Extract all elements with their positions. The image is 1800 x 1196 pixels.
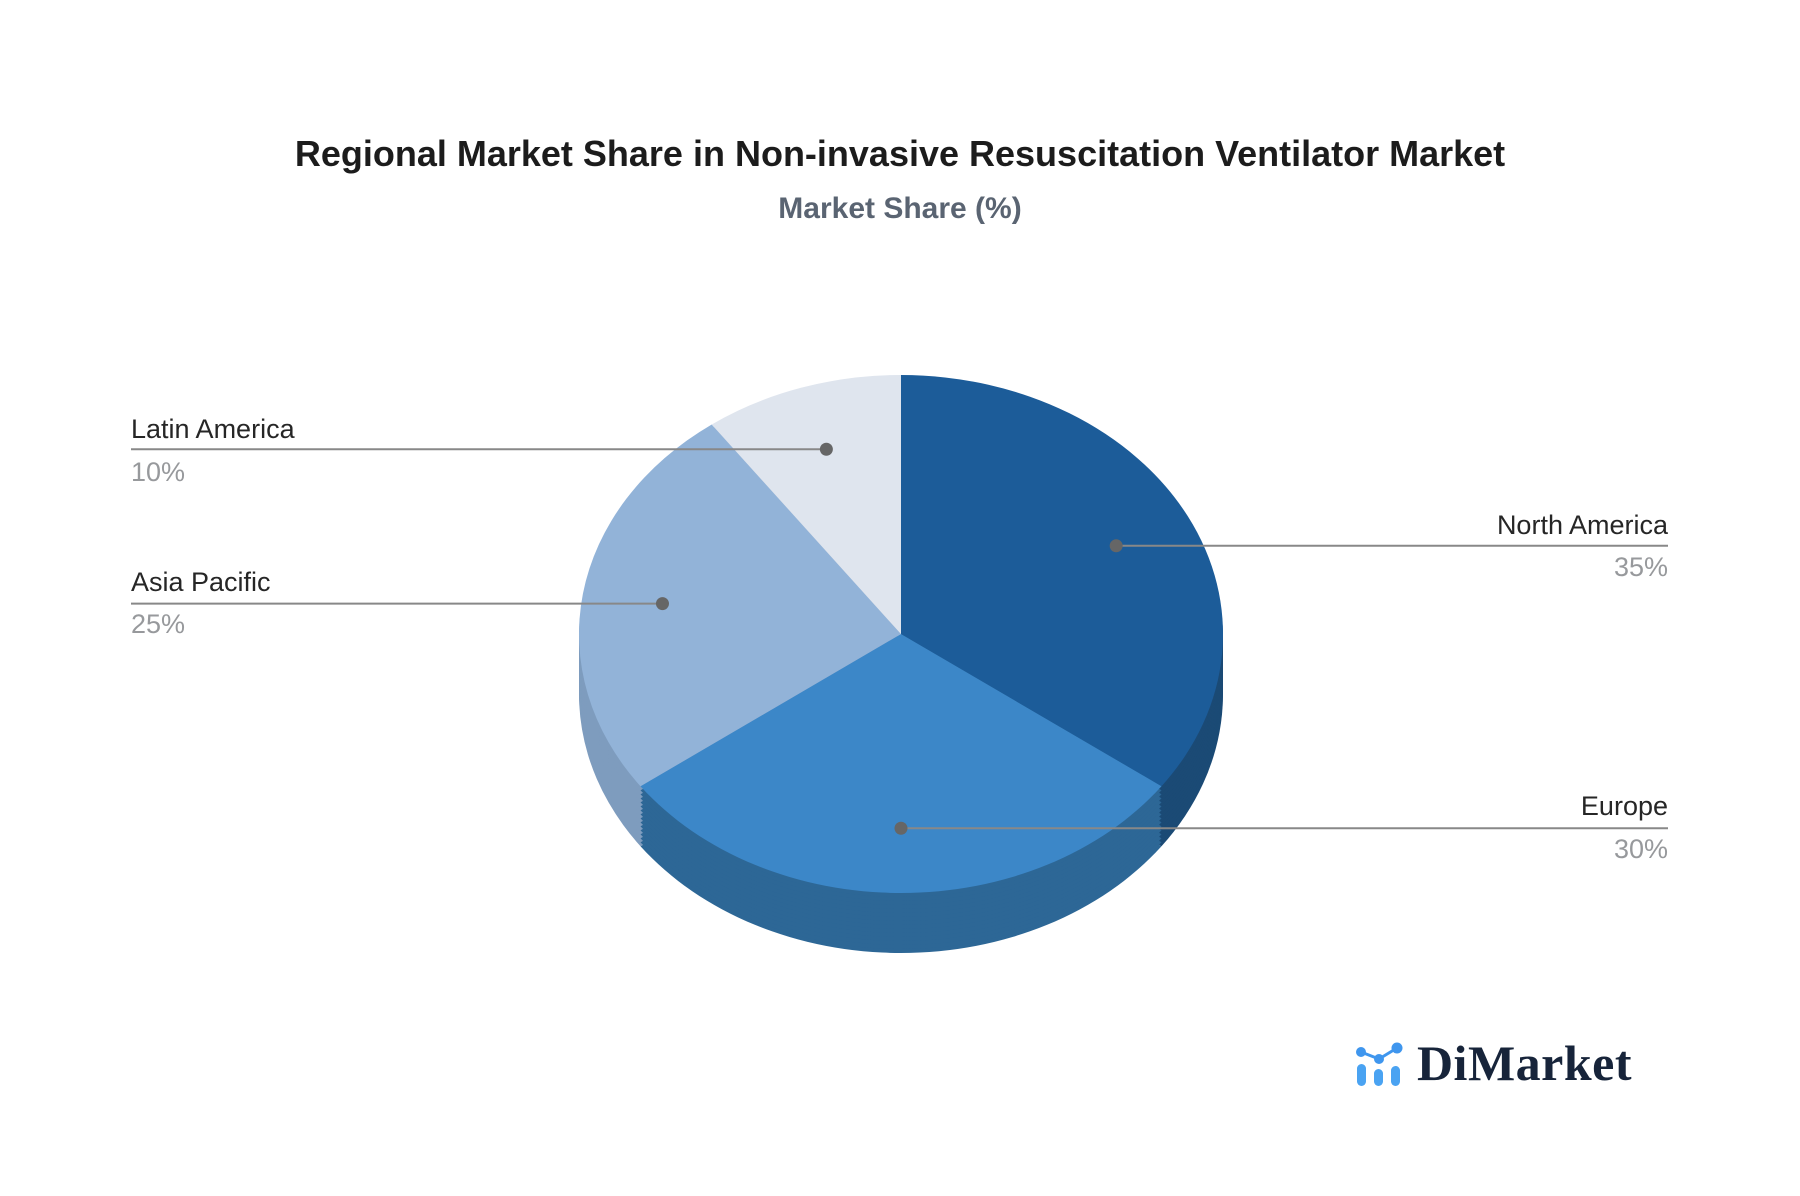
bar-line-chart-icon [1355,1042,1403,1086]
logo-text: DiMarket [1416,1035,1632,1091]
leader-dot-europe [894,821,908,835]
value-europe: 30% [1613,834,1668,864]
value-north-america: 35% [1613,552,1668,582]
value-latin-america: 10% [131,457,186,487]
value-asia-pacific: 25% [131,609,186,639]
pie-slice-latin-america[interactable] [711,375,901,634]
label-europe: Europe [1580,791,1668,821]
leader-dot-north-america [1109,539,1123,553]
leader-dot-latin-america [819,442,833,456]
label-north-america: North America [1496,510,1668,540]
chart-subtitle: Market Share (%) [778,192,1022,225]
pie-slice-asia-pacific[interactable] [578,424,901,787]
leader-dot-asia-pacific [655,597,669,611]
dimarket-logo: DiMarket [1353,1034,1632,1092]
label-latin-america: Latin America [131,414,295,444]
pie-slice-north-america[interactable] [901,375,1223,787]
chart-title: Regional Market Share in Non-invasive Re… [294,133,1506,174]
label-asia-pacific: Asia Pacific [131,567,271,597]
